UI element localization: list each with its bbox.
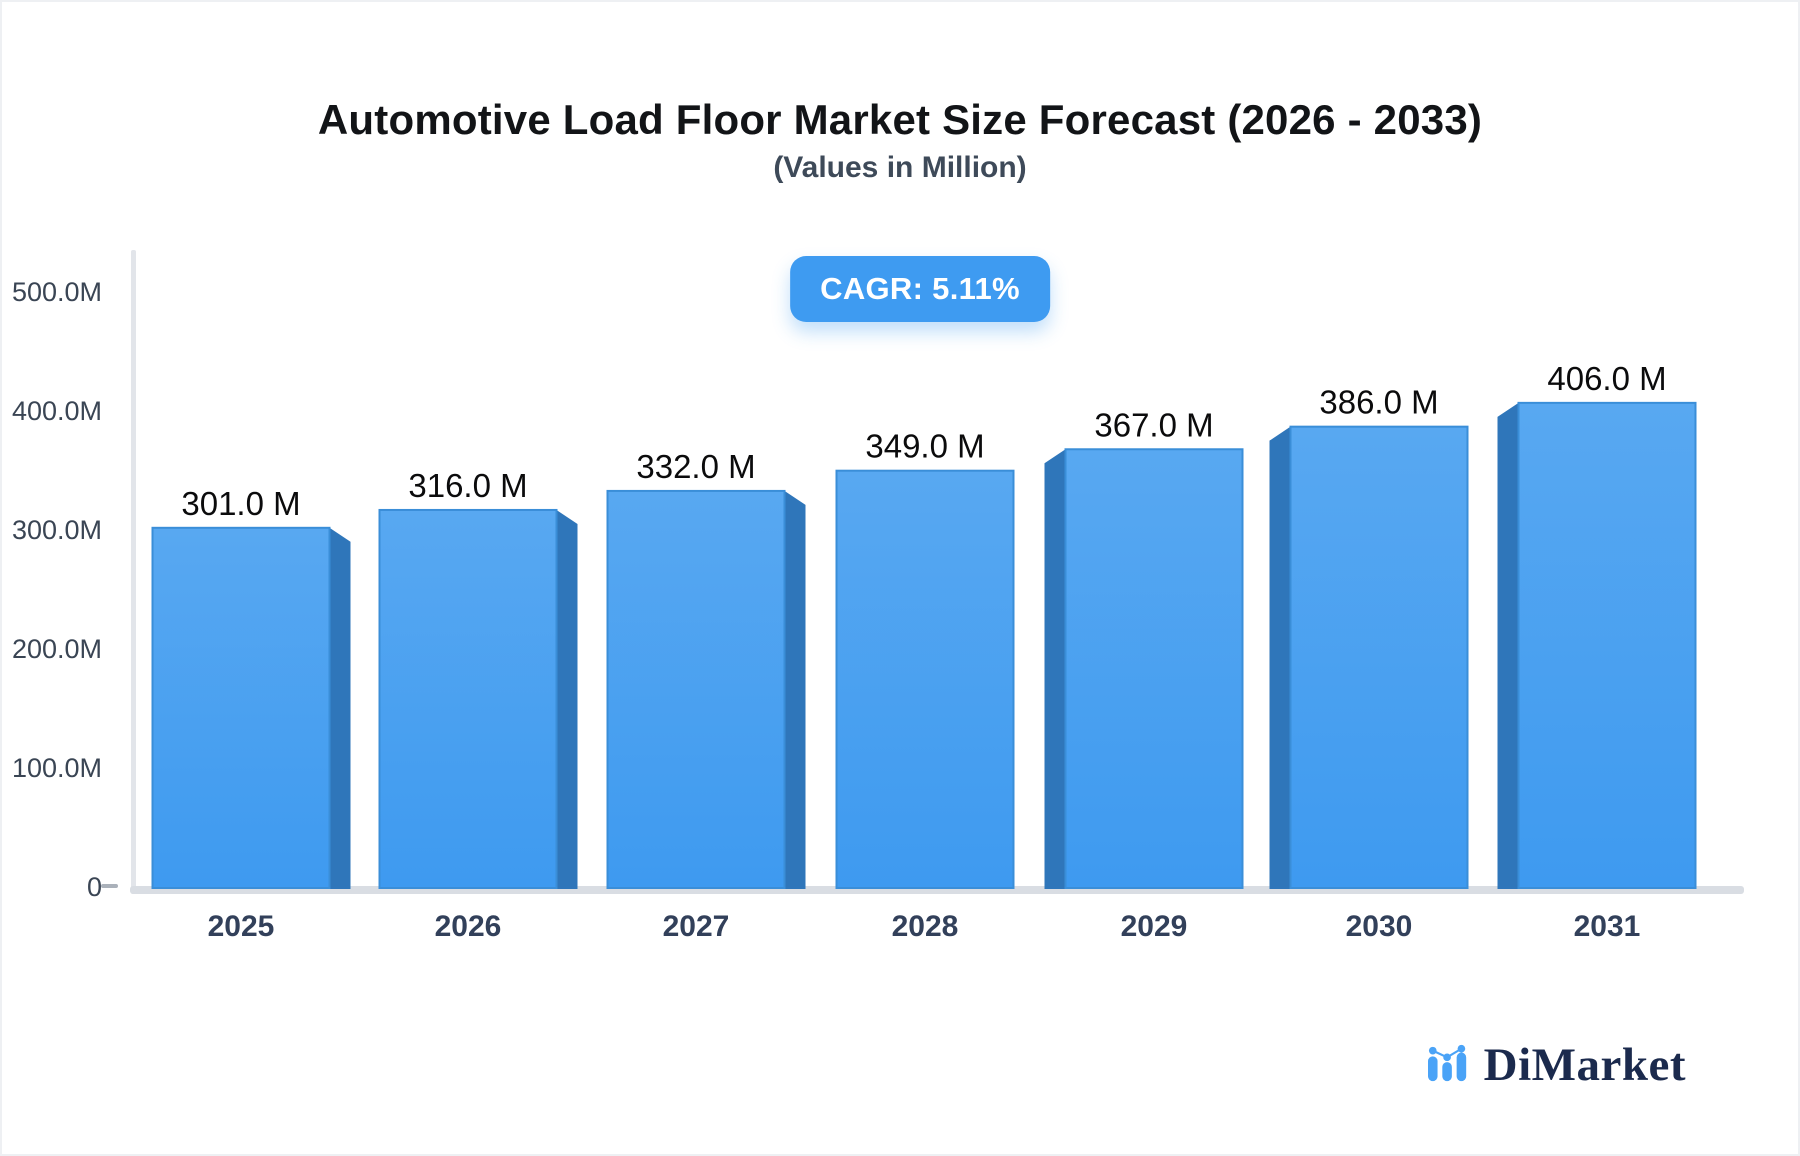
bar-front-face xyxy=(835,469,1015,889)
y-axis-tick-label: 200.0M xyxy=(12,634,102,664)
y-axis-labels: 0 100.0M 200.0M 300.0M 400.0M 500.0M xyxy=(12,277,102,902)
bar-group-2029: 367.0 M 2029 xyxy=(1044,406,1244,943)
bar-value-label: 301.0 M xyxy=(181,485,300,522)
bar-group-2026: 316.0 M 2026 xyxy=(378,467,578,943)
bar-group-2027: 332.0 M 2027 xyxy=(606,448,806,943)
x-axis-label: 2031 xyxy=(1574,910,1641,943)
y-axis-tick-label: 300.0M xyxy=(12,515,102,545)
bar-front-face xyxy=(606,489,786,889)
bar-group-2031: 406.0 M 2031 xyxy=(1497,360,1697,943)
bar-value-label: 406.0 M xyxy=(1547,360,1666,397)
bar-group-2028: 349.0 M 2028 xyxy=(835,428,1015,943)
bar-side-face xyxy=(1044,449,1066,889)
bar-line-chart-icon xyxy=(1427,1044,1466,1082)
bar-value-label: 332.0 M xyxy=(636,448,755,485)
logo-bars xyxy=(1427,1052,1466,1082)
cagr-badge: CAGR: 5.11% xyxy=(790,256,1050,322)
bar-side-face xyxy=(329,527,351,889)
bar-front-face xyxy=(378,508,558,889)
bar-group-2025: 301.0 M 2025 xyxy=(151,485,351,943)
bar-front-face xyxy=(151,526,331,889)
x-axis-label: 2026 xyxy=(435,910,502,943)
logo-dots xyxy=(1428,1044,1465,1062)
bar-front-face xyxy=(1289,425,1469,889)
y-axis-tick-label: 500.0M xyxy=(12,277,102,307)
y-axis-line xyxy=(131,250,136,894)
x-axis-label: 2027 xyxy=(663,910,730,943)
y-axis-tick-label: 100.0M xyxy=(12,753,102,783)
y-axis-tick-label: 400.0M xyxy=(12,396,102,426)
brand-logo: DiMarket xyxy=(1427,1039,1686,1091)
bar-front-face xyxy=(1064,448,1244,889)
bar-value-label: 386.0 M xyxy=(1319,384,1438,421)
y-axis-tick-label: 0 xyxy=(87,872,102,902)
x-axis-label: 2030 xyxy=(1346,910,1413,943)
bar-value-label: 316.0 M xyxy=(408,467,527,504)
bar-side-face xyxy=(784,490,806,889)
cagr-badge-label: CAGR: 5.11% xyxy=(820,271,1020,306)
bar-group-2030: 386.0 M 2030 xyxy=(1269,384,1469,943)
bar-side-face xyxy=(1269,426,1291,889)
bar-side-face xyxy=(556,509,578,889)
chart-subtitle: (Values in Million) xyxy=(773,151,1027,184)
x-axis-label: 2025 xyxy=(208,910,275,943)
x-axis-label: 2028 xyxy=(892,910,959,943)
bar-side-face xyxy=(1497,402,1519,889)
x-axis-label: 2029 xyxy=(1121,910,1188,943)
chart-title: Automotive Load Floor Market Size Foreca… xyxy=(317,96,1483,143)
brand-name: DiMarket xyxy=(1483,1039,1686,1091)
bar-value-label: 367.0 M xyxy=(1094,406,1213,443)
bar-value-label: 349.0 M xyxy=(865,428,984,465)
bar-front-face xyxy=(1517,401,1697,889)
zero-tick-mark xyxy=(101,884,118,888)
